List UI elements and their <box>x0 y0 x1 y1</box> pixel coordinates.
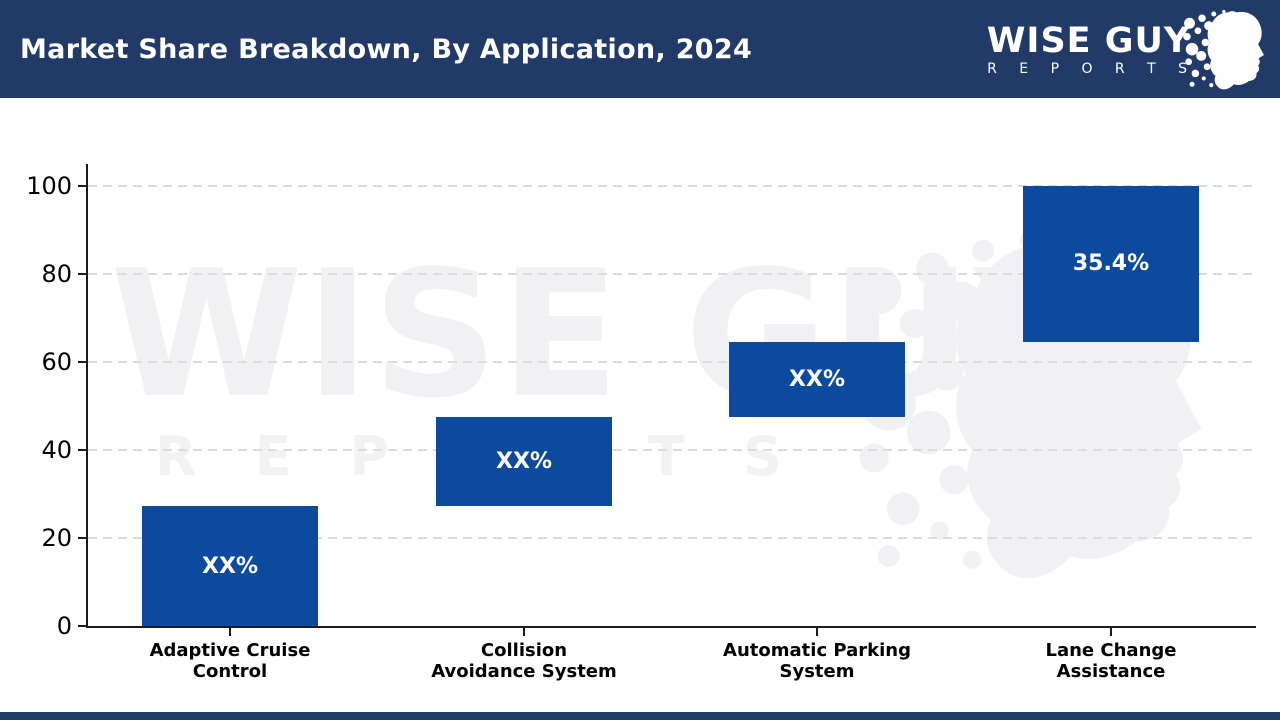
logo-head-icon <box>1183 9 1264 90</box>
gridline <box>88 449 1254 451</box>
y-axis-line <box>86 164 88 628</box>
x-category-label: Lane Change Assistance <box>991 640 1231 682</box>
category-label-line: Automatic Parking <box>723 640 911 661</box>
gridline <box>88 537 1254 539</box>
bar-value-label: XX% <box>496 448 552 474</box>
gridline <box>88 273 1254 275</box>
x-category-label: Collision Avoidance System <box>404 640 644 682</box>
brand-logo: WISE GUY R E P O R T S <box>981 6 1274 94</box>
y-tick-label: 80 <box>41 260 72 288</box>
y-tick-label: 100 <box>26 172 72 200</box>
y-tick-mark <box>78 273 86 275</box>
footer-bar <box>0 712 1280 720</box>
x-tick-mark <box>229 628 231 636</box>
y-tick-label: 20 <box>41 524 72 552</box>
y-tick-mark <box>78 537 86 539</box>
category-label-line: Control <box>192 661 268 682</box>
x-category-label: Adaptive Cruise Control <box>110 640 350 682</box>
x-axis-line <box>86 626 1256 628</box>
bar-segment: 35.4% <box>1023 186 1199 342</box>
y-tick-label: 40 <box>41 436 72 464</box>
plot-region: 0 20 40 60 80 100 XX% Adaptive Cruise Control XX%… <box>0 98 1280 712</box>
category-label-line: Assistance <box>1056 661 1166 682</box>
gridline <box>88 361 1254 363</box>
y-tick-mark <box>78 185 86 187</box>
category-label-line: System <box>779 661 855 682</box>
x-tick-mark <box>816 628 818 636</box>
logo-wordmark-line1: WISE GUY <box>986 20 1191 61</box>
page-title: Market Share Breakdown, By Application, … <box>20 33 753 65</box>
bar-segment: XX% <box>436 416 612 507</box>
bar-value-label: XX% <box>202 553 258 579</box>
x-category-label: Automatic Parking System <box>697 640 937 682</box>
category-label-line: Collision <box>480 640 568 661</box>
bar-segment: XX% <box>729 341 905 417</box>
y-tick-mark <box>78 361 86 363</box>
category-label-line: Avoidance System <box>431 661 617 682</box>
gridline <box>88 185 1254 187</box>
category-label-line: Adaptive Cruise <box>149 640 311 661</box>
x-tick-mark <box>1110 628 1112 636</box>
bar-value-label: XX% <box>789 366 845 392</box>
y-tick-mark <box>78 449 86 451</box>
y-tick-mark <box>78 625 86 627</box>
bar-segment: XX% <box>142 506 318 626</box>
logo-wordmark: WISE GUY R E P O R T S <box>981 20 1196 78</box>
category-label-line: Lane Change <box>1045 640 1177 661</box>
logo-wordmark-line2: R E P O R T S <box>987 61 1196 78</box>
x-tick-mark <box>523 628 525 636</box>
bar-value-label: 35.4% <box>1072 251 1150 277</box>
y-tick-label: 60 <box>41 348 72 376</box>
y-tick-label: 0 <box>56 612 72 640</box>
header-bar: Market Share Breakdown, By Application, … <box>0 0 1280 98</box>
